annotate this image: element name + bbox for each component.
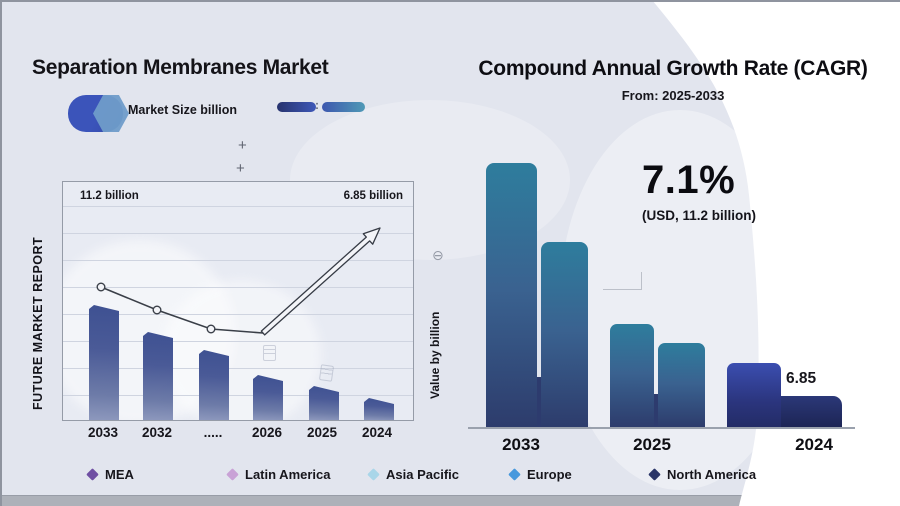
cagr-percentage: 7.1% [642,158,736,202]
x-label: 2033 [502,435,540,454]
white-right-region [652,0,900,506]
diamond-icon [226,467,239,481]
bar-2024-front [727,363,781,427]
x-label: 2025 [306,425,338,440]
legend-item-mea: MEA [86,464,134,484]
x-axis-line [468,427,855,429]
x-label: 2024 [795,435,833,454]
bar-2025-back [658,343,705,427]
bar-2033-back [541,242,588,427]
gridline [63,341,413,342]
chart-highlight-blob [161,280,321,420]
x-label: 2025 [633,435,671,454]
bar-2033 [89,305,119,420]
ratio-pill-teal-icon [322,102,365,112]
bar-join [537,377,541,427]
x-label: ..... [203,425,223,440]
bar-2032 [143,332,173,420]
legend-label: MEA [105,466,134,482]
bottom-band-edge [0,495,900,497]
min-value-annotation: 6.85 billion [343,190,403,202]
plus-mark-icon: + [238,137,247,154]
plus-mark-icon: + [236,160,245,177]
gridline [63,287,413,288]
right-chart-header: Compound Annual Growth Rate (CAGR) From:… [452,57,894,103]
value-axis-label: Value by billion [428,311,442,399]
x-label: 2033 [87,425,119,440]
diamond-icon [508,467,521,481]
cagr-value-block: 7.1% (USD, 11.2 billion) [642,158,756,223]
value-label-2024: 6.85 [786,370,817,387]
bar-mid-years [199,350,229,420]
x-label: 2026 [251,425,283,440]
legend-item-asia-pacific: Asia Pacific [367,464,459,484]
x-label: 2024 [361,425,393,440]
bar-2033-front [486,163,537,427]
left-chart-title: Separation Membranes Market [32,56,329,79]
minus-circle-icon: ⊖ [432,248,444,264]
gridline [63,233,413,234]
bar-2026 [253,375,283,420]
cagr-title: Compound Annual Growth Rate (CAGR) [478,57,868,80]
legend-label: Europe [527,466,572,482]
document-icon [318,364,335,382]
cagr-note: (USD, 11.2 billion) [642,208,757,223]
bar-join [654,394,658,427]
legend-item-north-america: North America [648,464,757,484]
bar-2025 [309,386,339,420]
gridline [63,368,413,369]
legend-label: Latin America [245,466,331,482]
diamond-icon [86,467,99,481]
max-value-annotation: 11.2 billion [80,190,139,202]
cagr-chart [460,148,860,429]
bar-2025-front [610,324,654,427]
bar-2024 [364,398,394,420]
ratio-separator: : [315,98,319,112]
legend-item-latin-america: Latin America [226,464,331,484]
ratio-pill-dark-icon [277,102,316,112]
cagr-subtitle: From: 2025-2033 [621,88,725,103]
legend-label: North America [667,466,757,482]
diamond-icon [648,467,661,481]
legend-label: Asia Pacific [386,466,459,482]
future-market-report-watermark: FUTURE MARKET REPORT [31,236,45,410]
bottom-band [0,496,900,506]
document-icon [263,345,276,361]
gridline [63,206,413,207]
diamond-icon [367,467,380,481]
market-size-legend-label: Market Size billion [128,103,238,117]
gridline [63,260,413,261]
legend-item-europe: Europe [508,464,572,484]
gridline [63,395,413,396]
market-size-chart: 11.2 billion 6.85 billion [62,181,414,421]
x-label: 2032 [141,425,173,440]
step-line-decoration [603,272,642,290]
bar-2024-back [781,396,842,427]
